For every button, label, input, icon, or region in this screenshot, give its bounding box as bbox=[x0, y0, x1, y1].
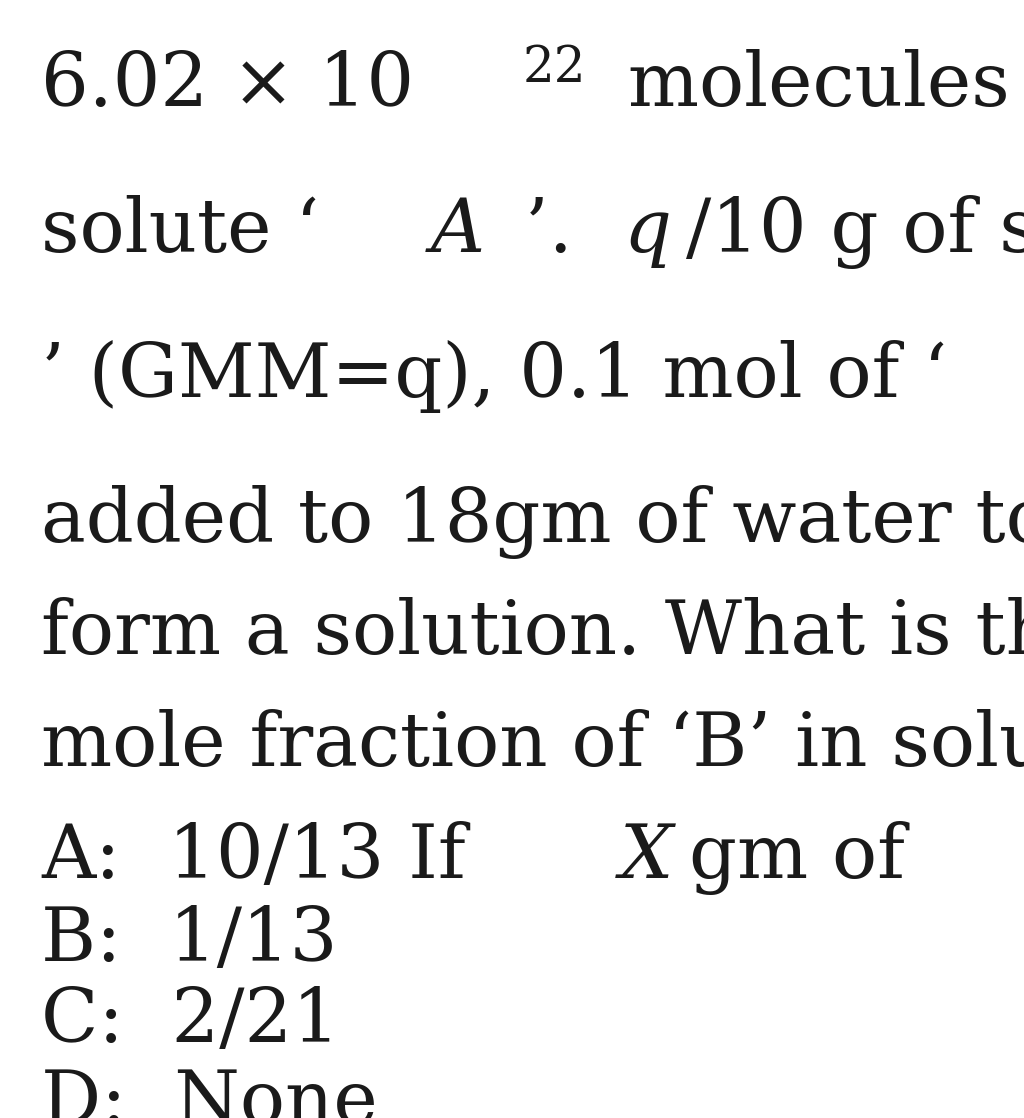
Text: D:  None: D: None bbox=[41, 1067, 378, 1118]
Text: 22: 22 bbox=[522, 44, 586, 93]
Text: molecules of: molecules of bbox=[604, 49, 1024, 122]
Text: 6.02 × 10: 6.02 × 10 bbox=[41, 49, 414, 122]
Text: ’.: ’. bbox=[501, 195, 596, 267]
Text: A:  10/13 If: A: 10/13 If bbox=[41, 821, 489, 893]
Text: C:  2/21: C: 2/21 bbox=[41, 985, 340, 1058]
Text: /10 g of solid ‘: /10 g of solid ‘ bbox=[686, 195, 1024, 268]
Text: ’ (GMM=q), 0.1 mol of ‘: ’ (GMM=q), 0.1 mol of ‘ bbox=[41, 340, 971, 413]
Text: gm of: gm of bbox=[689, 821, 904, 894]
Text: X: X bbox=[620, 821, 673, 893]
Text: form a solution. What is the: form a solution. What is the bbox=[41, 597, 1024, 670]
Text: q: q bbox=[624, 195, 672, 267]
Text: solute ‘: solute ‘ bbox=[41, 195, 343, 267]
Text: added to 18gm of water to: added to 18gm of water to bbox=[41, 485, 1024, 559]
Text: A: A bbox=[431, 195, 485, 267]
Text: B:  1/13: B: 1/13 bbox=[41, 904, 338, 977]
Text: mole fraction of ‘B’ in solution?: mole fraction of ‘B’ in solution? bbox=[41, 709, 1024, 781]
